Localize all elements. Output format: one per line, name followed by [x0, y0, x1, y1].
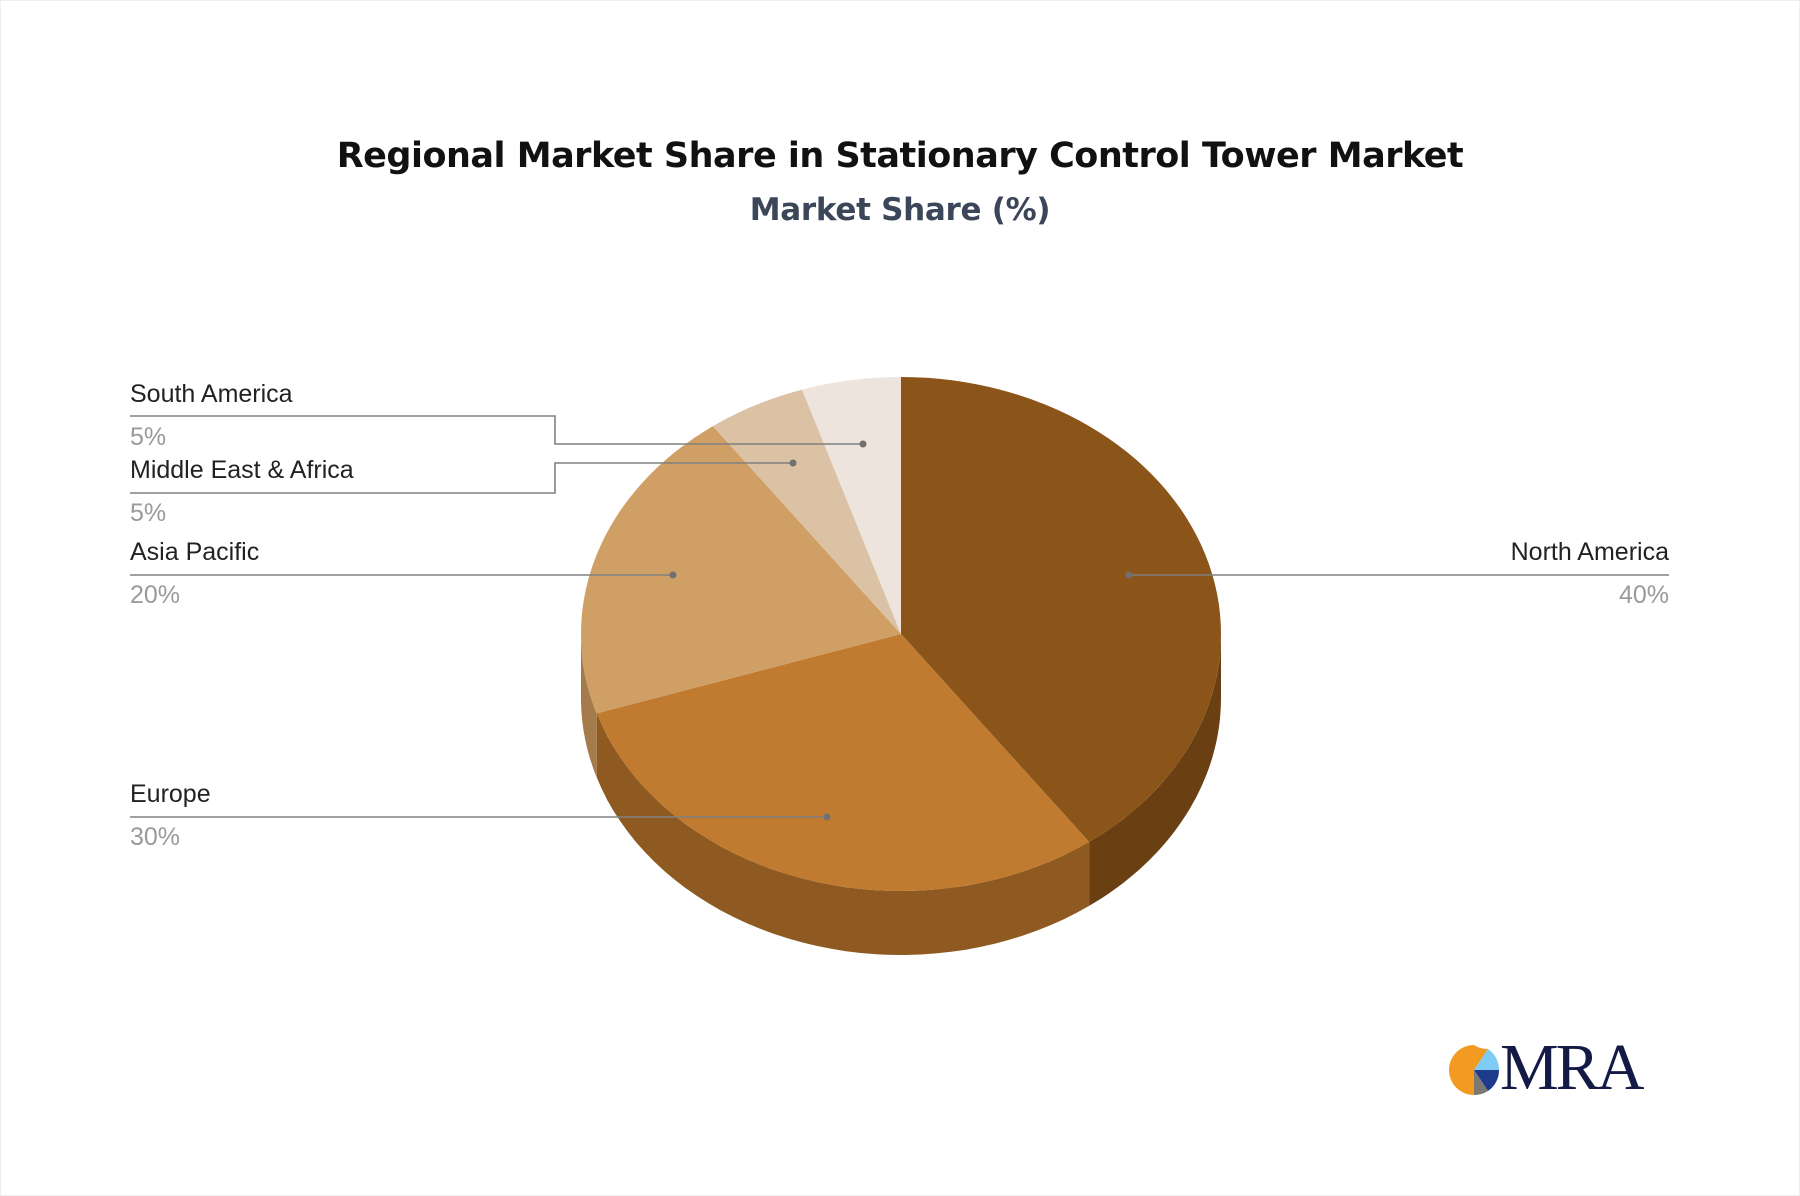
- leader-line-middle-east-africa: [130, 462, 793, 494]
- label-asia-pacific: Asia Pacific: [130, 538, 260, 566]
- leader-dot-south-america: [859, 440, 867, 448]
- leader-dot-middle-east-africa: [789, 459, 797, 467]
- pie-slice-south-america[interactable]: [802, 377, 901, 634]
- chart-title: Regional Market Share in Stationary Cont…: [336, 136, 1464, 176]
- label-south-america: South America: [130, 380, 293, 408]
- chart-subtitle: Market Share (%): [749, 192, 1051, 228]
- value-europe: 30%: [130, 823, 181, 851]
- pie-side-asia-pacific: [581, 634, 597, 778]
- logo-pie-icon: [1449, 1045, 1500, 1096]
- value-south-america: 5%: [130, 423, 167, 451]
- logo-text: MRA: [1500, 1031, 1644, 1104]
- label-middle-east-africa: Middle East & Africa: [130, 456, 354, 484]
- value-north-america: 40%: [1618, 581, 1669, 609]
- label-north-america: North America: [1510, 538, 1669, 566]
- pie-slice-north-america[interactable]: [901, 377, 1221, 842]
- pie-side-europe: [596, 713, 1090, 955]
- leader-dot-europe: [823, 813, 831, 821]
- pie-slice-asia-pacific[interactable]: [581, 426, 901, 714]
- pie-slice-middle-east-africa[interactable]: [712, 389, 901, 634]
- leader-dot-north-america: [1125, 571, 1133, 579]
- leader-dot-asia-pacific: [669, 571, 677, 579]
- pie-slice-europe[interactable]: [596, 634, 1090, 892]
- label-europe: Europe: [130, 780, 211, 808]
- pie-side-north-america: [1089, 634, 1221, 906]
- leader-line-south-america: [130, 415, 863, 445]
- value-asia-pacific: 20%: [130, 581, 181, 609]
- value-middle-east-africa: 5%: [130, 499, 167, 527]
